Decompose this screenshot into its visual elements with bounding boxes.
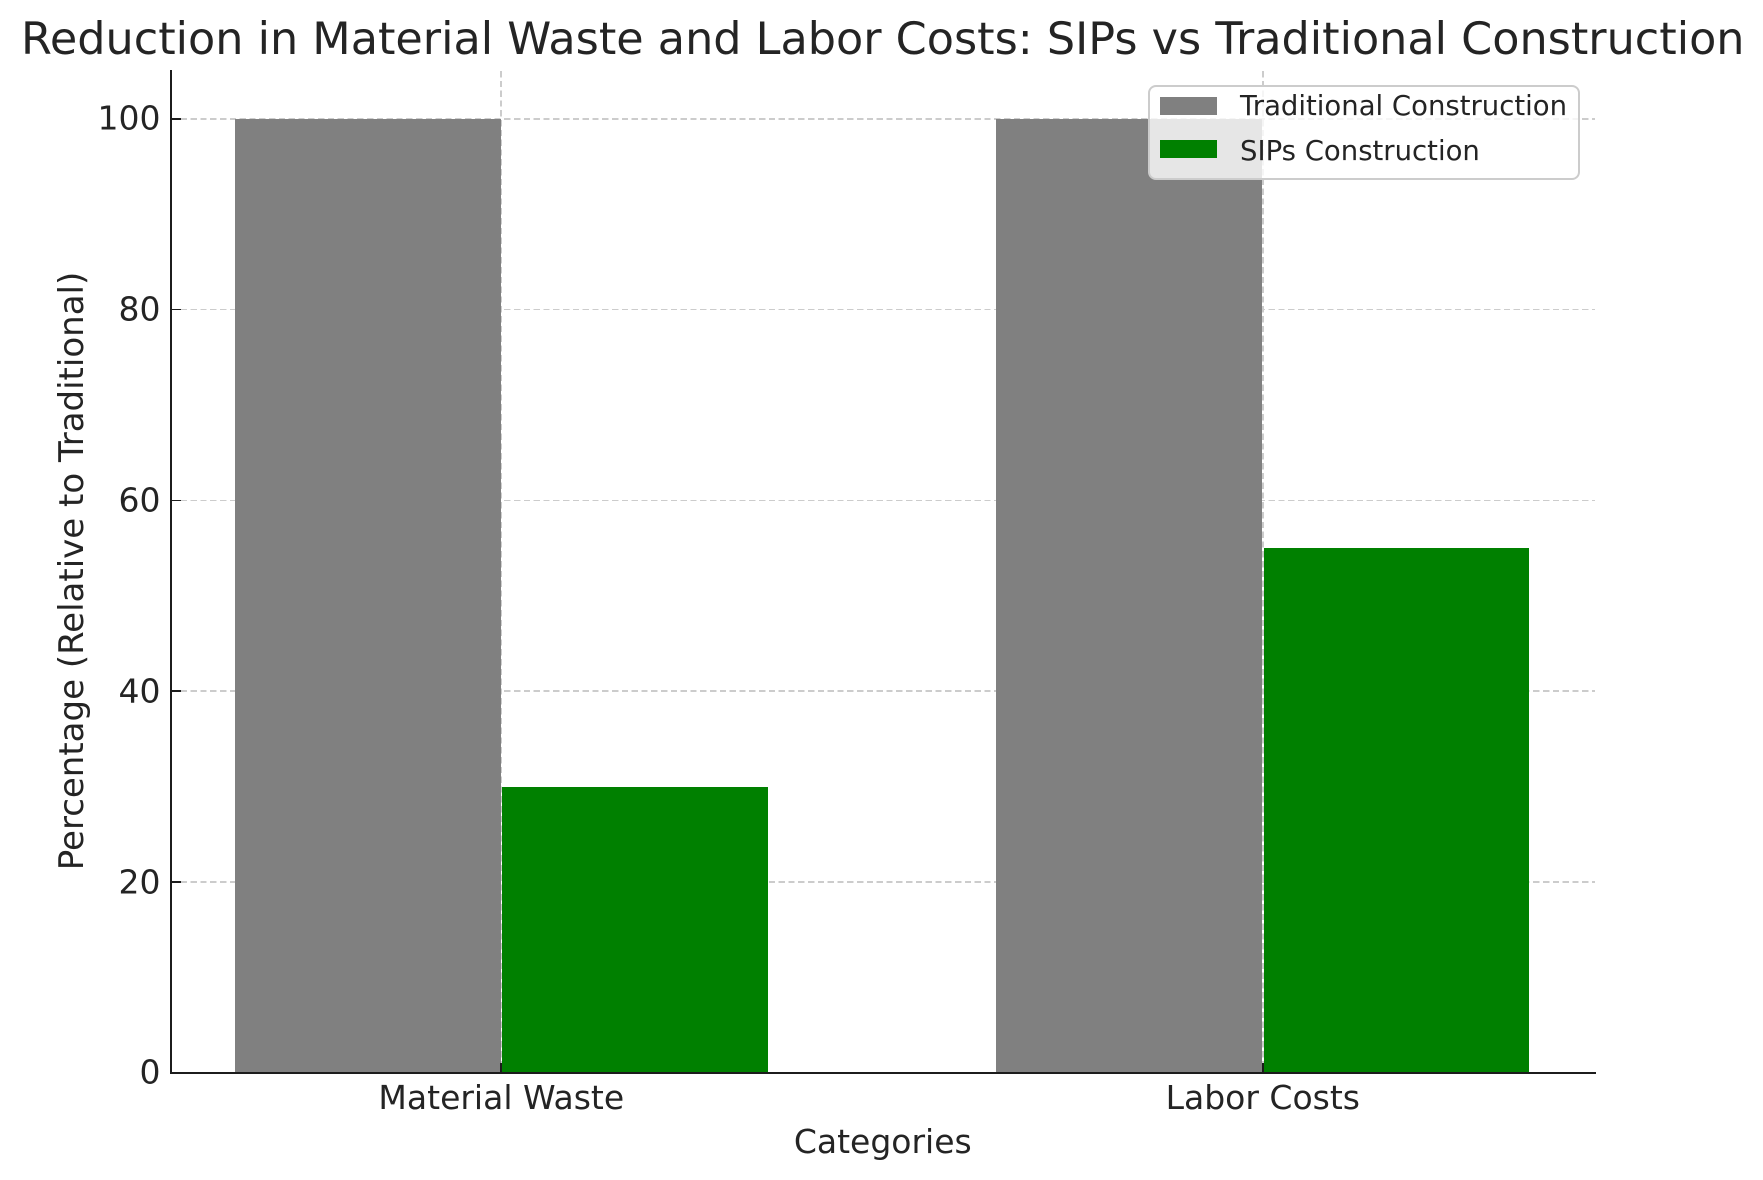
y-tick-label-80: 80 (118, 289, 161, 329)
y-tick-mark-100 (172, 117, 181, 120)
x-axis-label: Categories (793, 1122, 972, 1162)
x-axis-spine (169, 1071, 1596, 1075)
gridline-y-60 (171, 499, 1595, 502)
legend-label-sips-construction: SIPs Construction (1240, 134, 1480, 167)
chart-title: Reduction in Material Waste and Labor Co… (20, 13, 1745, 65)
y-tick-mark-60 (172, 499, 181, 502)
x-tick-mark-1 (1261, 1063, 1264, 1072)
y-tick-label-100: 100 (97, 98, 161, 138)
y-tick-mark-0 (172, 1072, 181, 1074)
y-tick-mark-40 (172, 690, 181, 693)
bar-sips-construction-0 (502, 786, 768, 1073)
legend-swatch-sips-construction (1159, 139, 1217, 158)
bar-traditional-construction-0 (234, 118, 501, 1073)
x-tick-mark-0 (500, 1063, 503, 1072)
gridline-y-40 (171, 690, 1595, 693)
y-tick-mark-80 (172, 308, 181, 311)
x-tick-label-0: Material Waste (378, 1077, 625, 1117)
legend-label-traditional-construction: Traditional Construction (1240, 90, 1568, 123)
y-tick-label-0: 0 (139, 1052, 161, 1092)
legend-swatch-traditional-construction (1159, 97, 1217, 116)
gridline-y-20 (171, 881, 1595, 883)
y-axis-spine (169, 70, 173, 1075)
gridline-x-0 (500, 71, 503, 1073)
bar-sips-construction-1 (1263, 548, 1530, 1073)
y-tick-label-40: 40 (118, 671, 161, 711)
y-tick-label-60: 60 (118, 480, 161, 520)
x-tick-label-1: Labor Costs (1165, 1077, 1360, 1117)
y-tick-label-20: 20 (118, 862, 161, 902)
bar-traditional-construction-1 (996, 118, 1263, 1073)
gridline-x-1 (1261, 71, 1264, 1073)
gridline-y-80 (171, 308, 1595, 311)
y-axis-label: Percentage (Relative to Traditional) (51, 271, 92, 871)
gridline-y-100 (171, 117, 1595, 120)
y-tick-mark-20 (172, 881, 181, 884)
legend: Traditional Construction SIPs Constructio… (1148, 85, 1580, 180)
